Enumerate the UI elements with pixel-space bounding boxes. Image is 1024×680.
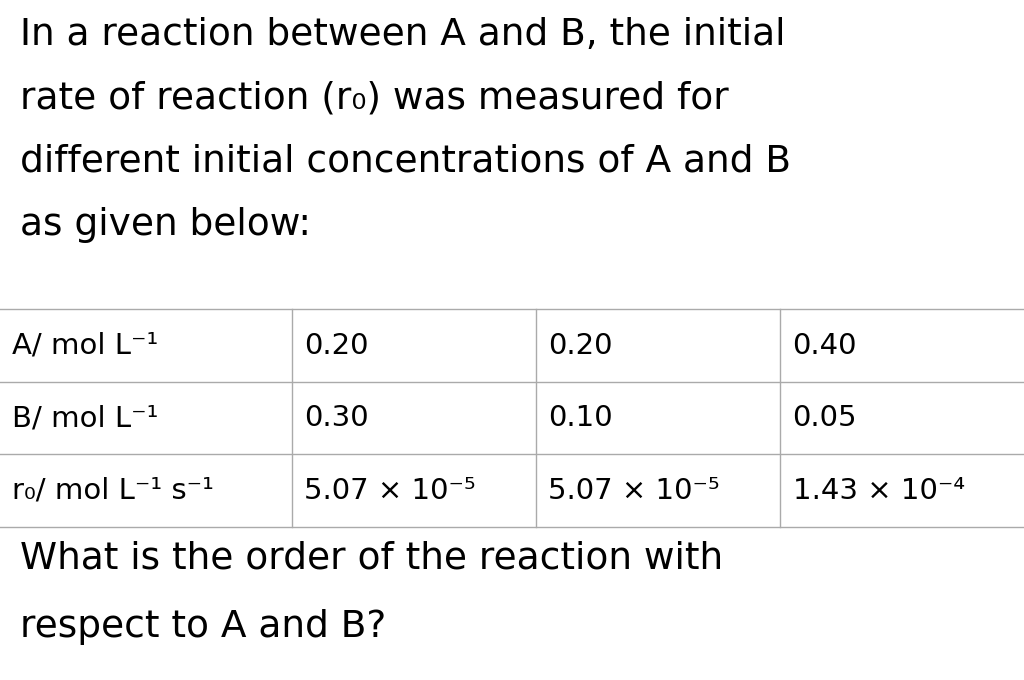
Text: r₀/ mol L⁻¹ s⁻¹: r₀/ mol L⁻¹ s⁻¹ (12, 477, 214, 505)
Text: 0.40: 0.40 (793, 332, 857, 360)
Text: B/ mol L⁻¹: B/ mol L⁻¹ (12, 404, 159, 432)
Text: 5.07 × 10⁻⁵: 5.07 × 10⁻⁵ (304, 477, 476, 505)
Text: 0.30: 0.30 (304, 404, 369, 432)
Text: respect to A and B?: respect to A and B? (20, 609, 387, 645)
Text: as given below:: as given below: (20, 207, 311, 243)
Text: 0.20: 0.20 (548, 332, 612, 360)
Text: 0.10: 0.10 (548, 404, 612, 432)
Text: 0.20: 0.20 (304, 332, 369, 360)
Text: rate of reaction (r₀) was measured for: rate of reaction (r₀) was measured for (20, 80, 729, 116)
Text: 0.05: 0.05 (793, 404, 857, 432)
Text: 1.43 × 10⁻⁴: 1.43 × 10⁻⁴ (793, 477, 965, 505)
Text: 5.07 × 10⁻⁵: 5.07 × 10⁻⁵ (548, 477, 720, 505)
Text: In a reaction between A and B, the initial: In a reaction between A and B, the initi… (20, 17, 786, 53)
Text: What is the order of the reaction with: What is the order of the reaction with (20, 541, 724, 577)
Text: different initial concentrations of A and B: different initial concentrations of A an… (20, 143, 792, 180)
Text: A/ mol L⁻¹: A/ mol L⁻¹ (12, 332, 159, 360)
